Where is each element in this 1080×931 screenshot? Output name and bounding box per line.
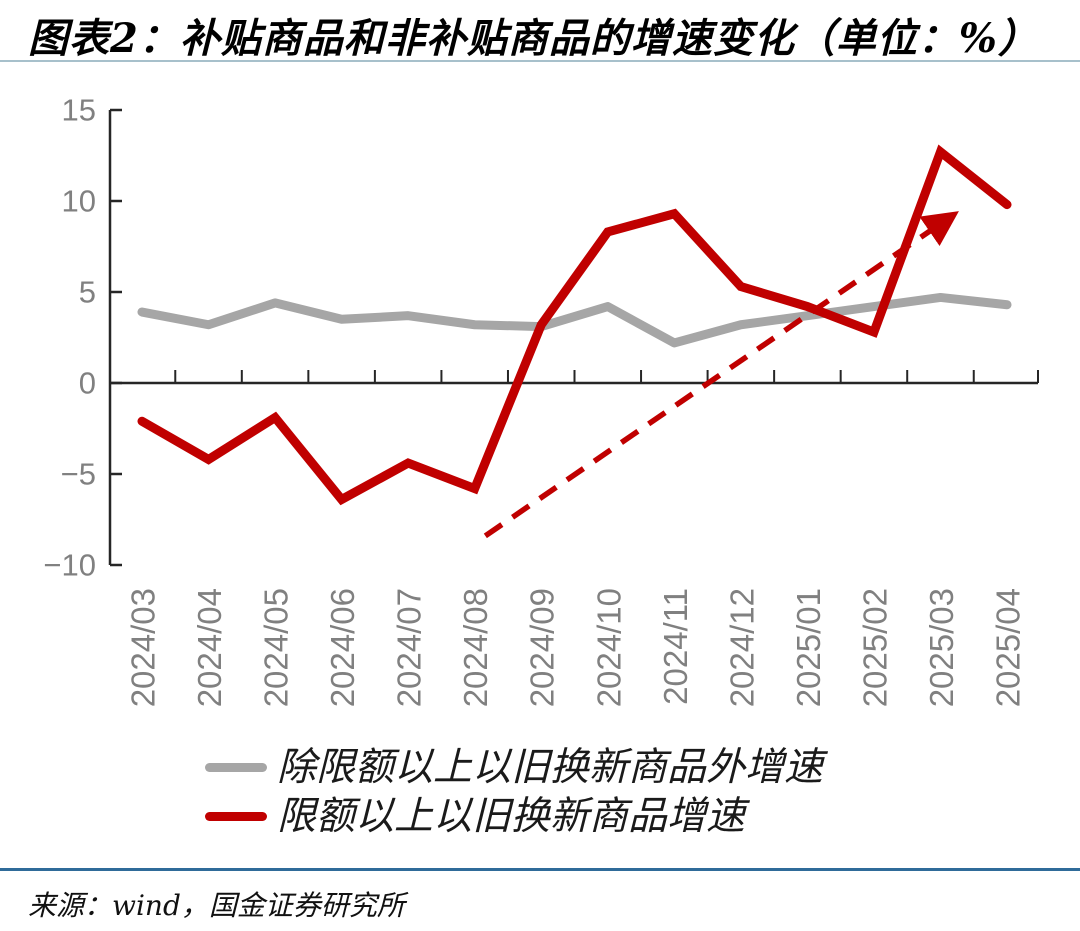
y-tick-label: −10 [43,548,96,583]
y-tick-label: 5 [79,275,96,310]
x-tick-label: 2024/07 [391,588,428,707]
x-tick-label: 2025/04 [990,588,1027,707]
x-tick-label: 2024/04 [191,588,228,707]
x-tick-label: 2025/02 [856,588,893,707]
source-note: 来源：wind，国金证券研究所 [28,889,405,922]
x-tick-label: 2024/09 [524,588,561,707]
legend-label-trade-in-goods: 限额以上以旧换新商品增速 [277,793,746,839]
chart-title: 图表2：补贴商品和非补贴商品的增速变化（单位：%） [28,15,1039,62]
x-tick-label: 2024/11 [657,588,694,705]
y-tick-label: 0 [79,366,96,401]
x-tick-label: 2024/03 [125,588,162,707]
line-chart: 15 10 5 0 −5 −10 2024/03 2024/04 2024/05 2024/06 2… [43,93,1039,707]
x-tick-label: 2025/01 [790,588,827,707]
x-tick-label: 2024/10 [590,588,627,707]
x-tick-label: 2024/12 [723,588,760,707]
red-line-swatch-icon [205,811,267,821]
gray-line-swatch-icon [205,762,267,772]
x-tick-label: 2024/05 [258,588,295,707]
series-line-trade-in-goods [137,144,1012,506]
y-tick-label: 10 [62,184,96,219]
y-tick-label: 15 [62,93,96,128]
trend-arrow [483,211,959,539]
legend-item-other-goods: 除限额以上以旧换新商品外增速 [205,744,823,790]
footer-divider [0,868,1080,871]
legend-label-other-goods: 除限额以上以旧换新商品外增速 [277,744,824,790]
legend-item-trade-in-goods: 限额以上以旧换新商品增速 [205,793,745,839]
x-tick-label: 2024/08 [457,588,494,707]
x-tick-label: 2025/03 [923,588,960,707]
x-tick-label: 2024/06 [324,588,361,707]
y-tick-label: −5 [61,457,96,492]
title-divider [0,60,1080,62]
series-line-other-goods [137,292,1012,348]
